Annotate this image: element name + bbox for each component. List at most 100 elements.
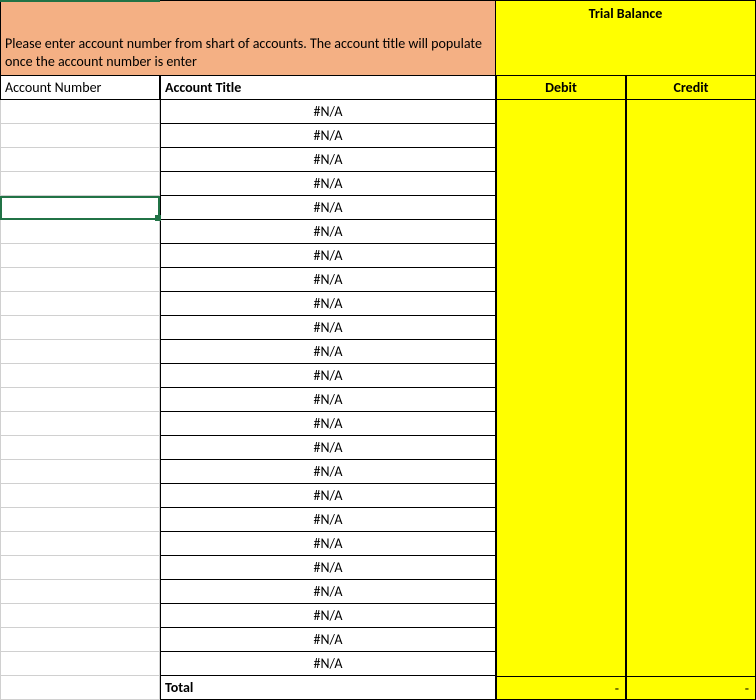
- account-title-cell[interactable]: #N/A: [160, 292, 496, 316]
- account-number-cell[interactable]: [0, 220, 160, 244]
- account-number-cell[interactable]: [0, 604, 160, 628]
- credit-cell[interactable]: [626, 244, 756, 268]
- account-number-cell[interactable]: [0, 196, 160, 220]
- debit-cell[interactable]: [496, 220, 626, 244]
- account-number-cell[interactable]: [0, 364, 160, 388]
- col-header-account-title[interactable]: Account Title: [160, 76, 496, 100]
- account-title-cell[interactable]: #N/A: [160, 172, 496, 196]
- debit-cell[interactable]: [496, 244, 626, 268]
- debit-cell[interactable]: [496, 460, 626, 484]
- account-number-cell[interactable]: [0, 484, 160, 508]
- account-number-cell[interactable]: [0, 388, 160, 412]
- account-number-cell[interactable]: [0, 292, 160, 316]
- total-row-empty[interactable]: [0, 676, 160, 700]
- account-number-cell[interactable]: [0, 268, 160, 292]
- account-title-cell[interactable]: #N/A: [160, 508, 496, 532]
- account-title-cell[interactable]: #N/A: [160, 436, 496, 460]
- credit-cell[interactable]: [626, 460, 756, 484]
- debit-cell[interactable]: [496, 268, 626, 292]
- account-number-cell[interactable]: [0, 316, 160, 340]
- account-number-cell[interactable]: [0, 412, 160, 436]
- account-title-cell[interactable]: #N/A: [160, 124, 496, 148]
- credit-cell[interactable]: [626, 316, 756, 340]
- account-number-cell[interactable]: [0, 580, 160, 604]
- debit-cell[interactable]: [496, 556, 626, 580]
- account-title-cell[interactable]: #N/A: [160, 364, 496, 388]
- debit-cell[interactable]: [496, 196, 626, 220]
- account-title-cell[interactable]: #N/A: [160, 244, 496, 268]
- col-header-credit[interactable]: Credit: [626, 76, 756, 100]
- debit-cell[interactable]: [496, 436, 626, 460]
- account-number-cell[interactable]: [0, 460, 160, 484]
- credit-cell[interactable]: [626, 604, 756, 628]
- debit-cell[interactable]: [496, 388, 626, 412]
- credit-cell[interactable]: [626, 556, 756, 580]
- credit-cell[interactable]: [626, 340, 756, 364]
- account-number-cell[interactable]: [0, 148, 160, 172]
- account-number-cell[interactable]: [0, 100, 160, 124]
- account-title-cell[interactable]: #N/A: [160, 316, 496, 340]
- credit-cell[interactable]: [626, 652, 756, 676]
- debit-cell[interactable]: [496, 364, 626, 388]
- account-title-cell[interactable]: #N/A: [160, 340, 496, 364]
- col-header-debit[interactable]: Debit: [496, 76, 626, 100]
- debit-cell[interactable]: [496, 604, 626, 628]
- account-number-cell[interactable]: [0, 172, 160, 196]
- debit-cell[interactable]: [496, 628, 626, 652]
- debit-cell[interactable]: [496, 484, 626, 508]
- account-title-cell[interactable]: #N/A: [160, 196, 496, 220]
- account-title-cell[interactable]: #N/A: [160, 604, 496, 628]
- debit-cell[interactable]: [496, 148, 626, 172]
- credit-cell[interactable]: [626, 532, 756, 556]
- credit-cell[interactable]: [626, 436, 756, 460]
- debit-cell[interactable]: [496, 172, 626, 196]
- account-number-cell[interactable]: [0, 556, 160, 580]
- credit-cell[interactable]: [626, 196, 756, 220]
- debit-cell[interactable]: [496, 580, 626, 604]
- debit-cell[interactable]: [496, 412, 626, 436]
- account-title-cell[interactable]: #N/A: [160, 580, 496, 604]
- credit-cell[interactable]: [626, 172, 756, 196]
- credit-cell[interactable]: [626, 100, 756, 124]
- col-header-account-number[interactable]: Account Number: [0, 76, 160, 100]
- account-number-cell[interactable]: [0, 340, 160, 364]
- credit-cell[interactable]: [626, 124, 756, 148]
- account-title-cell[interactable]: #N/A: [160, 388, 496, 412]
- account-number-cell[interactable]: [0, 124, 160, 148]
- account-number-cell[interactable]: [0, 436, 160, 460]
- credit-cell[interactable]: [626, 268, 756, 292]
- credit-cell[interactable]: [626, 628, 756, 652]
- debit-cell[interactable]: [496, 340, 626, 364]
- account-number-cell[interactable]: [0, 244, 160, 268]
- account-title-cell[interactable]: #N/A: [160, 556, 496, 580]
- account-title-cell[interactable]: #N/A: [160, 652, 496, 676]
- account-title-cell[interactable]: #N/A: [160, 268, 496, 292]
- credit-cell[interactable]: [626, 580, 756, 604]
- debit-cell[interactable]: [496, 316, 626, 340]
- total-credit-cell[interactable]: -: [626, 676, 756, 700]
- debit-cell[interactable]: [496, 652, 626, 676]
- account-title-cell[interactable]: #N/A: [160, 628, 496, 652]
- debit-cell[interactable]: [496, 532, 626, 556]
- account-title-cell[interactable]: #N/A: [160, 460, 496, 484]
- account-number-cell[interactable]: [0, 532, 160, 556]
- debit-cell[interactable]: [496, 100, 626, 124]
- credit-cell[interactable]: [626, 220, 756, 244]
- debit-cell[interactable]: [496, 124, 626, 148]
- account-title-cell[interactable]: #N/A: [160, 100, 496, 124]
- account-title-cell[interactable]: #N/A: [160, 532, 496, 556]
- credit-cell[interactable]: [626, 484, 756, 508]
- account-title-cell[interactable]: #N/A: [160, 148, 496, 172]
- total-debit-cell[interactable]: -: [496, 676, 626, 700]
- debit-cell[interactable]: [496, 292, 626, 316]
- account-title-cell[interactable]: #N/A: [160, 412, 496, 436]
- account-number-cell[interactable]: [0, 628, 160, 652]
- credit-cell[interactable]: [626, 292, 756, 316]
- credit-cell[interactable]: [626, 388, 756, 412]
- credit-cell[interactable]: [626, 508, 756, 532]
- credit-cell[interactable]: [626, 364, 756, 388]
- account-number-cell[interactable]: [0, 508, 160, 532]
- account-number-cell[interactable]: [0, 652, 160, 676]
- account-title-cell[interactable]: #N/A: [160, 220, 496, 244]
- debit-cell[interactable]: [496, 508, 626, 532]
